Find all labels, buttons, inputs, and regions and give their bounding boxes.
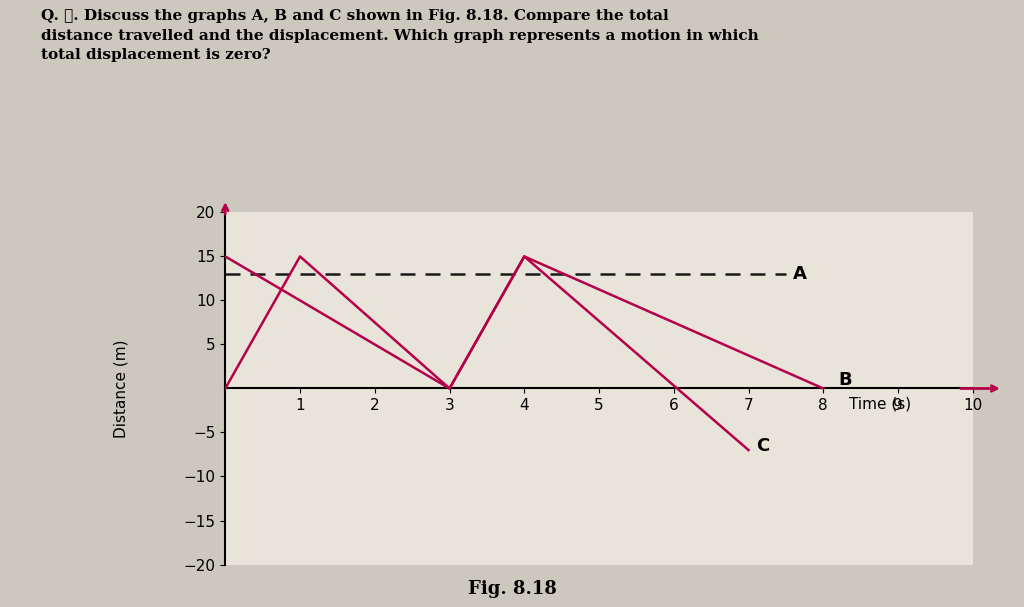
Text: Time (s): Time (s): [850, 397, 911, 412]
Text: Fig. 8.18: Fig. 8.18: [468, 580, 556, 598]
Text: C: C: [756, 436, 769, 455]
Text: B: B: [839, 371, 852, 388]
Y-axis label: Distance (m): Distance (m): [113, 339, 128, 438]
Text: A: A: [794, 265, 807, 283]
Text: Q. ✔. Discuss the graphs ​A​, ​B​ and ​C​ shown in Fig. 8.18. Compare the total
: Q. ✔. Discuss the graphs ​A​, ​B​ and ​C…: [41, 9, 759, 62]
